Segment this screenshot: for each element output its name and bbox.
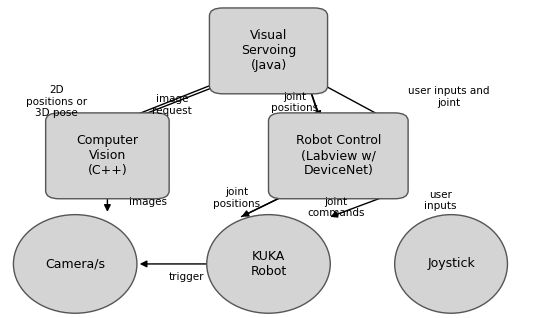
Text: joint
positions: joint positions <box>271 92 318 113</box>
Ellipse shape <box>395 215 507 313</box>
Text: user inputs and
joint: user inputs and joint <box>408 86 489 108</box>
Text: Visual
Servoing
(Java): Visual Servoing (Java) <box>241 29 296 73</box>
Text: KUKA
Robot: KUKA Robot <box>250 250 287 278</box>
Text: Computer
Vision
(C++): Computer Vision (C++) <box>76 134 139 177</box>
Ellipse shape <box>13 215 137 313</box>
Text: Joystick: Joystick <box>427 258 475 270</box>
Text: Robot Control
(Labview w/
DeviceNet): Robot Control (Labview w/ DeviceNet) <box>296 134 381 177</box>
Text: user
inputs: user inputs <box>424 190 456 211</box>
Text: image
request: image request <box>152 94 192 116</box>
Ellipse shape <box>207 215 330 313</box>
Text: joint
positions: joint positions <box>213 187 260 209</box>
FancyBboxPatch shape <box>46 113 169 199</box>
FancyBboxPatch shape <box>209 8 328 94</box>
Text: trigger: trigger <box>169 272 205 282</box>
FancyBboxPatch shape <box>268 113 408 199</box>
Text: Camera/s: Camera/s <box>45 258 105 270</box>
Text: joint
commands: joint commands <box>307 197 365 218</box>
Text: 2D
positions or
3D pose: 2D positions or 3D pose <box>26 85 87 118</box>
Text: images: images <box>129 197 166 207</box>
